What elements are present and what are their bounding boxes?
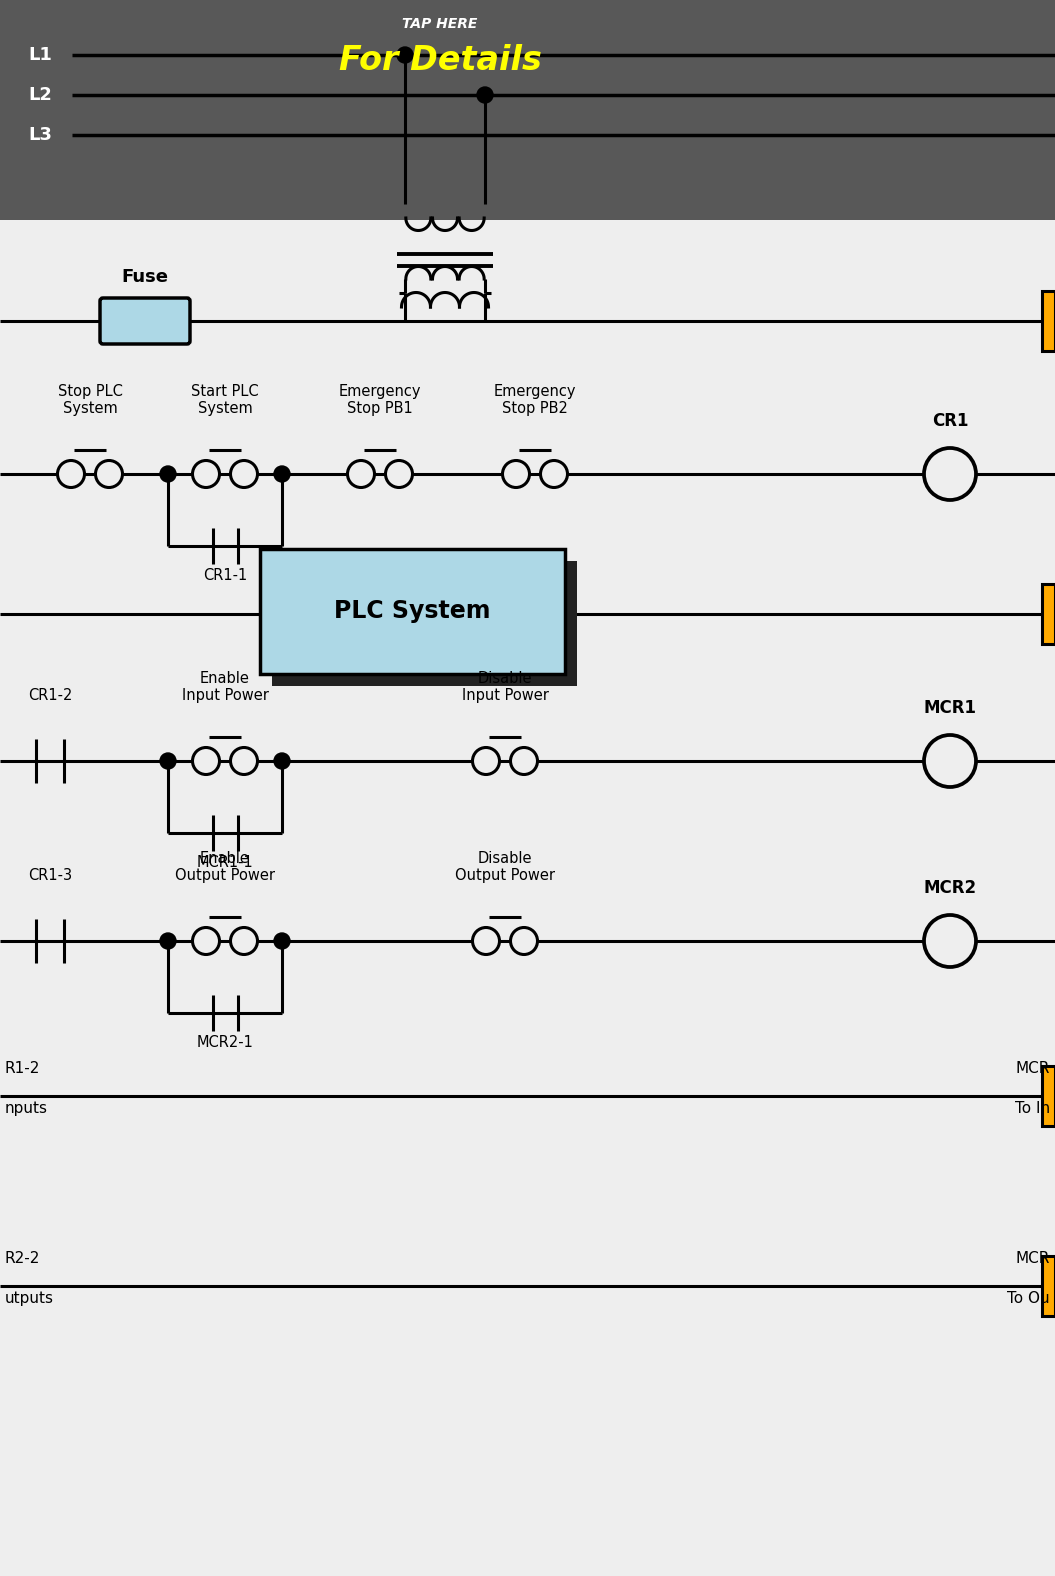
Text: L1: L1 bbox=[28, 46, 52, 65]
Circle shape bbox=[230, 460, 257, 487]
Bar bbox=[1042, 292, 1055, 351]
Text: MCR: MCR bbox=[1016, 1061, 1050, 1076]
Text: R2-2: R2-2 bbox=[5, 1251, 40, 1266]
Bar bbox=[1042, 1065, 1055, 1125]
Text: CR1-3: CR1-3 bbox=[27, 868, 72, 883]
Text: To In: To In bbox=[1015, 1102, 1050, 1116]
Circle shape bbox=[924, 734, 976, 786]
FancyBboxPatch shape bbox=[100, 298, 190, 344]
Text: L2: L2 bbox=[28, 87, 52, 104]
Text: CR1-1: CR1-1 bbox=[203, 567, 247, 583]
Circle shape bbox=[160, 753, 176, 769]
Text: Start PLC
System: Start PLC System bbox=[191, 383, 258, 416]
Text: MCR1-1: MCR1-1 bbox=[196, 856, 253, 870]
Circle shape bbox=[274, 753, 290, 769]
Circle shape bbox=[511, 928, 537, 955]
Text: MCR1: MCR1 bbox=[923, 700, 977, 717]
Circle shape bbox=[274, 466, 290, 482]
Circle shape bbox=[473, 928, 499, 955]
Circle shape bbox=[96, 460, 122, 487]
Text: nputs: nputs bbox=[5, 1102, 47, 1116]
Text: MCR2: MCR2 bbox=[923, 879, 977, 897]
Circle shape bbox=[397, 47, 413, 63]
Circle shape bbox=[924, 448, 976, 500]
Text: L3: L3 bbox=[28, 126, 52, 143]
Text: Stop PLC
System: Stop PLC System bbox=[58, 383, 122, 416]
Circle shape bbox=[230, 747, 257, 774]
Bar bbox=[1042, 1256, 1055, 1316]
Text: TAP HERE: TAP HERE bbox=[402, 17, 478, 32]
Circle shape bbox=[192, 460, 219, 487]
Circle shape bbox=[385, 460, 413, 487]
Text: Enable
Output Power: Enable Output Power bbox=[175, 851, 275, 883]
Text: Emergency
Stop PB2: Emergency Stop PB2 bbox=[494, 383, 576, 416]
Bar bbox=[260, 548, 565, 675]
Text: PLC System: PLC System bbox=[334, 599, 491, 624]
Circle shape bbox=[160, 466, 176, 482]
Bar bbox=[272, 561, 577, 686]
Text: Disable
Input Power: Disable Input Power bbox=[462, 671, 549, 703]
Text: For Details: For Details bbox=[339, 44, 541, 77]
Circle shape bbox=[511, 747, 537, 774]
Circle shape bbox=[473, 747, 499, 774]
Bar bbox=[0, 0, 1055, 221]
Text: Fuse: Fuse bbox=[121, 268, 169, 285]
Circle shape bbox=[540, 460, 568, 487]
Bar bbox=[1042, 585, 1055, 645]
Circle shape bbox=[230, 928, 257, 955]
Circle shape bbox=[502, 460, 530, 487]
Circle shape bbox=[58, 460, 84, 487]
Text: Enable
Input Power: Enable Input Power bbox=[181, 671, 268, 703]
Text: Emergency
Stop PB1: Emergency Stop PB1 bbox=[339, 383, 421, 416]
Text: Disable
Output Power: Disable Output Power bbox=[455, 851, 555, 883]
Text: R1-2: R1-2 bbox=[5, 1061, 40, 1076]
Circle shape bbox=[192, 928, 219, 955]
Text: CR1-2: CR1-2 bbox=[27, 689, 72, 703]
Text: To Ou: To Ou bbox=[1008, 1291, 1050, 1307]
Circle shape bbox=[192, 747, 219, 774]
Circle shape bbox=[924, 916, 976, 968]
Circle shape bbox=[477, 87, 493, 102]
Circle shape bbox=[274, 933, 290, 949]
Text: MCR: MCR bbox=[1016, 1251, 1050, 1266]
Text: utputs: utputs bbox=[5, 1291, 54, 1307]
Circle shape bbox=[160, 933, 176, 949]
Circle shape bbox=[347, 460, 375, 487]
Text: MCR2-1: MCR2-1 bbox=[196, 1035, 253, 1050]
Text: CR1: CR1 bbox=[932, 411, 968, 430]
